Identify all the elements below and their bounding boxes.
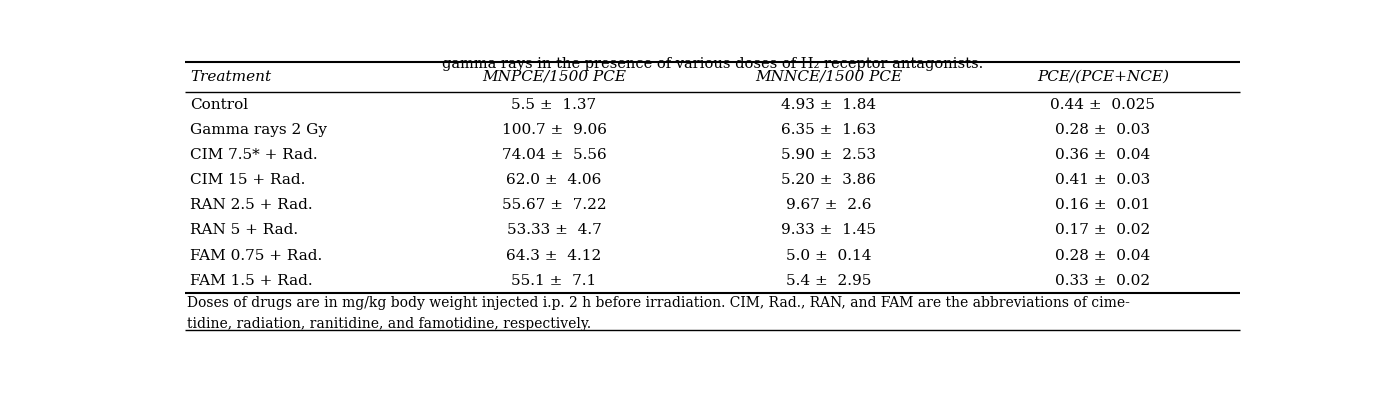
Text: Control: Control — [190, 98, 247, 112]
Text: CIM 15 + Rad.: CIM 15 + Rad. — [190, 173, 306, 187]
Text: 0.16 ±  0.01: 0.16 ± 0.01 — [1055, 198, 1151, 212]
Text: MNNCE/1500 PCE: MNNCE/1500 PCE — [755, 70, 902, 84]
Text: 62.0 ±  4.06: 62.0 ± 4.06 — [506, 173, 602, 187]
Text: FAM 0.75 + Rad.: FAM 0.75 + Rad. — [190, 248, 322, 263]
Text: 55.1 ±  7.1: 55.1 ± 7.1 — [512, 274, 596, 288]
Text: 5.0 ±  0.14: 5.0 ± 0.14 — [785, 248, 872, 263]
Text: 0.17 ±  0.02: 0.17 ± 0.02 — [1055, 223, 1151, 238]
Text: 0.44 ±  0.025: 0.44 ± 0.025 — [1051, 98, 1155, 112]
Text: 0.36 ±  0.04: 0.36 ± 0.04 — [1055, 148, 1151, 162]
Text: 5.4 ±  2.95: 5.4 ± 2.95 — [785, 274, 872, 288]
Text: Gamma rays 2 Gy: Gamma rays 2 Gy — [190, 123, 327, 137]
Text: 0.41 ±  0.03: 0.41 ± 0.03 — [1055, 173, 1151, 187]
Text: RAN 5 + Rad.: RAN 5 + Rad. — [190, 223, 297, 238]
Text: Treatment: Treatment — [190, 70, 271, 84]
Text: PCE/(PCE+NCE): PCE/(PCE+NCE) — [1037, 70, 1169, 84]
Text: 0.28 ±  0.04: 0.28 ± 0.04 — [1055, 248, 1151, 263]
Text: 53.33 ±  4.7: 53.33 ± 4.7 — [506, 223, 602, 238]
Text: 74.04 ±  5.56: 74.04 ± 5.56 — [502, 148, 606, 162]
Text: MNPCE/1500 PCE: MNPCE/1500 PCE — [482, 70, 626, 84]
Text: 64.3 ±  4.12: 64.3 ± 4.12 — [506, 248, 602, 263]
Text: FAM 1.5 + Rad.: FAM 1.5 + Rad. — [190, 274, 313, 288]
Text: 9.67 ±  2.6: 9.67 ± 2.6 — [785, 198, 872, 212]
Text: 5.90 ±  2.53: 5.90 ± 2.53 — [781, 148, 876, 162]
Text: 5.20 ±  3.86: 5.20 ± 3.86 — [781, 173, 876, 187]
Text: 9.33 ±  1.45: 9.33 ± 1.45 — [781, 223, 876, 238]
Text: 6.35 ±  1.63: 6.35 ± 1.63 — [781, 123, 876, 137]
Text: 5.5 ±  1.37: 5.5 ± 1.37 — [512, 98, 596, 112]
Text: 55.67 ±  7.22: 55.67 ± 7.22 — [502, 198, 606, 212]
Text: 100.7 ±  9.06: 100.7 ± 9.06 — [502, 123, 606, 137]
Text: 4.93 ±  1.84: 4.93 ± 1.84 — [781, 98, 876, 112]
Text: gamma rays in the presence of various doses of H₂ receptor antagonists.: gamma rays in the presence of various do… — [442, 57, 983, 71]
Text: RAN 2.5 + Rad.: RAN 2.5 + Rad. — [190, 198, 313, 212]
Text: 0.33 ±  0.02: 0.33 ± 0.02 — [1055, 274, 1151, 288]
Text: CIM 7.5* + Rad.: CIM 7.5* + Rad. — [190, 148, 317, 162]
Text: 0.28 ±  0.03: 0.28 ± 0.03 — [1055, 123, 1151, 137]
Text: Doses of drugs are in mg/kg body weight injected i.p. 2 h before irradiation. CI: Doses of drugs are in mg/kg body weight … — [186, 296, 1130, 331]
